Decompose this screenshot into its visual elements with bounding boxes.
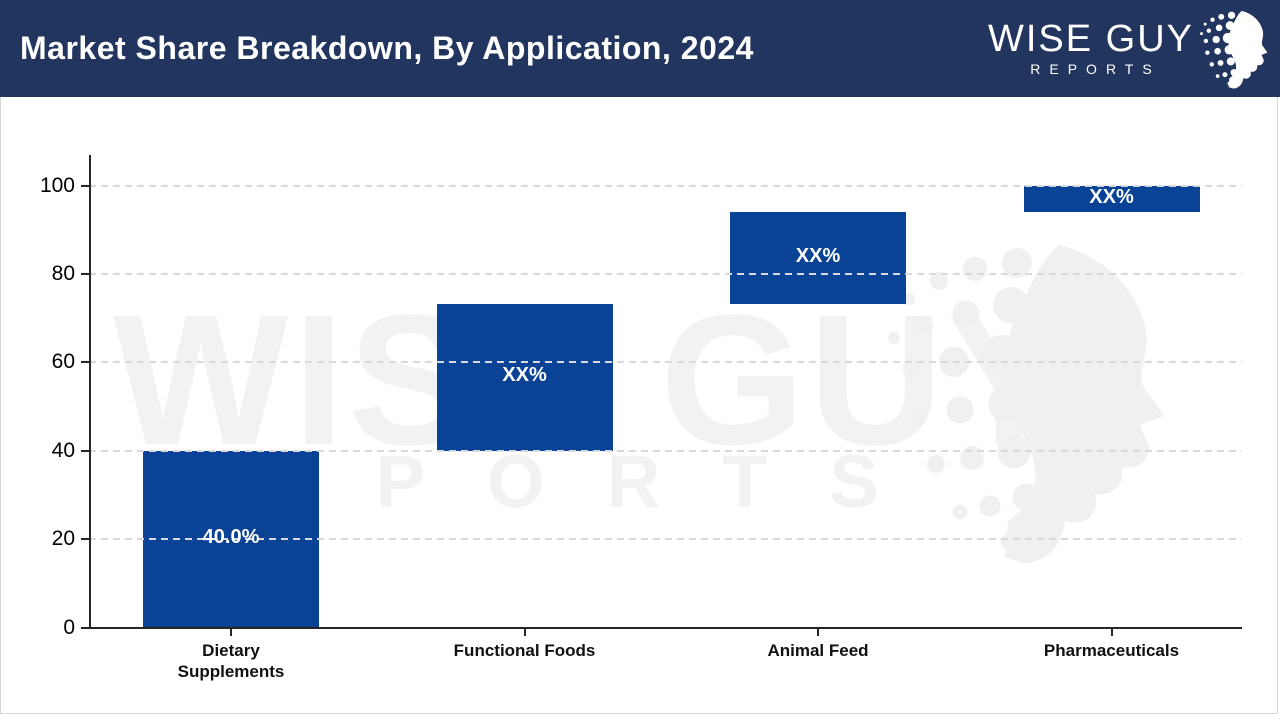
chart-card: WISE GUY REPORTS 0 20 40 60 80 100 40.0% XX% XX% (0, 97, 1278, 714)
y-axis-line (89, 155, 91, 629)
y-tick-label: 100 (39, 173, 75, 197)
x-tick-mark (1110, 629, 1113, 636)
wiseguy-logo: WISE GUY REPORTS (988, 8, 1270, 90)
x-category-label: Animal Feed (767, 641, 869, 660)
logo-wordmark: WISE GUY (987, 17, 1194, 60)
waterfall-bar-functional-foods (436, 303, 613, 451)
bar-value-label: XX% (1089, 185, 1134, 208)
y-tick-label: 60 (51, 350, 75, 374)
y-tick-label: 0 (63, 615, 75, 639)
bar-value-label: XX% (795, 244, 841, 267)
logo-head-icon (1200, 10, 1268, 89)
logo-text: WISE GUY REPORTS (988, 20, 1194, 78)
y-tick-label: 80 (51, 261, 75, 285)
waterfall-chart: WISE GUY REPORTS 0 20 40 60 80 100 40.0% XX% XX% (1, 97, 1277, 713)
y-tick-mark (81, 184, 89, 187)
y-tick-label: 20 (51, 527, 75, 551)
x-category-label: Dietary Supplements (177, 641, 285, 681)
gridline (89, 184, 1242, 187)
gridline (89, 449, 1242, 452)
y-tick-mark (81, 626, 89, 629)
x-axis-line (89, 627, 1242, 629)
x-tick-mark (817, 629, 819, 636)
y-tick-mark (81, 449, 89, 452)
header-bar: Market Share Breakdown, By Application, … (0, 0, 1280, 97)
bar-value-label: 40.0% (202, 526, 260, 549)
waterfall-bar-pharmaceuticals (1023, 185, 1200, 213)
x-category-label: Pharmaceuticals (1043, 641, 1180, 660)
gridline (89, 272, 1242, 275)
y-tick-mark (81, 272, 89, 275)
y-tick-mark (81, 538, 89, 541)
watermark-head-icon (888, 245, 1164, 563)
logo-subtitle: REPORTS (1030, 60, 1161, 77)
y-tick-label: 40 (51, 438, 75, 462)
x-category-label: Functional Foods (453, 641, 596, 660)
gridline (89, 538, 1242, 541)
y-tick-mark (81, 361, 89, 364)
bar-value-label: XX% (502, 364, 547, 387)
page-title: Market Share Breakdown, By Application, … (20, 30, 754, 66)
x-tick-mark (523, 629, 526, 636)
x-tick-mark (230, 629, 232, 636)
gridline (89, 361, 1242, 364)
waterfall-bar-animal-feed (730, 212, 906, 304)
